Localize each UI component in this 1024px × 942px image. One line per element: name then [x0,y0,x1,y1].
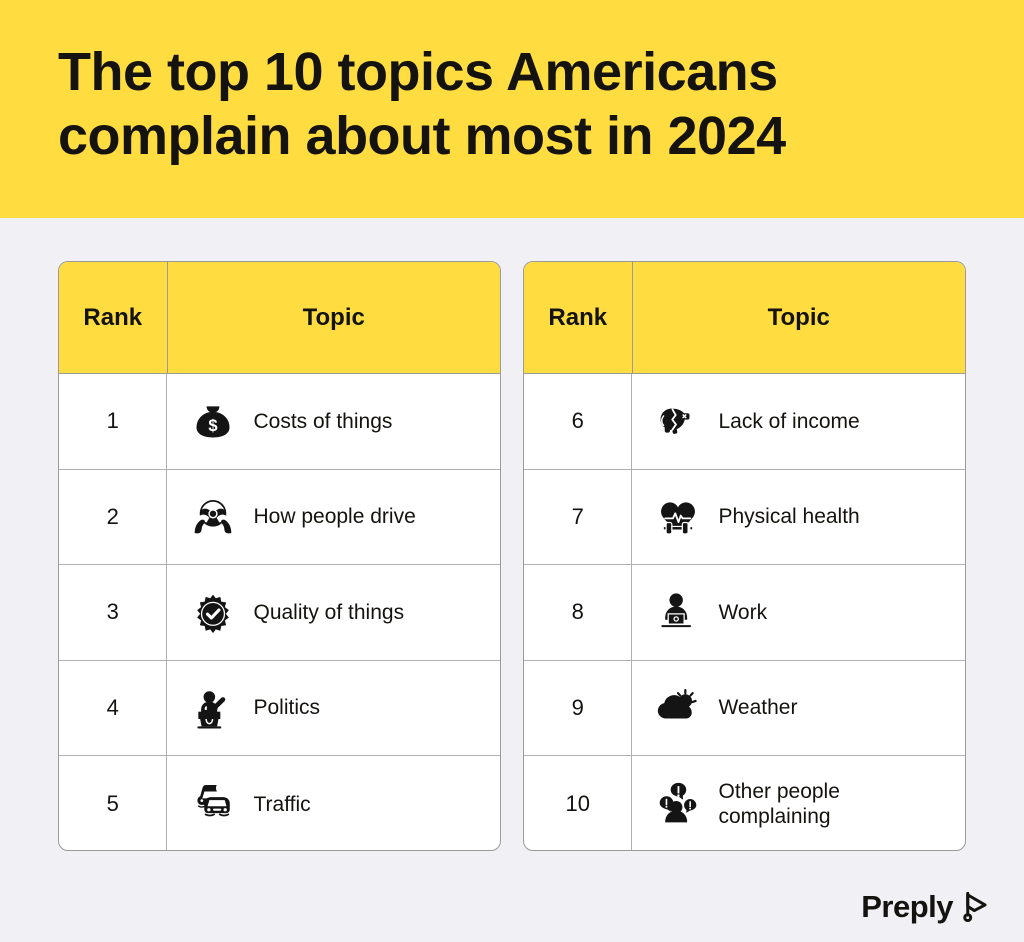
svg-text:$: $ [209,417,218,435]
